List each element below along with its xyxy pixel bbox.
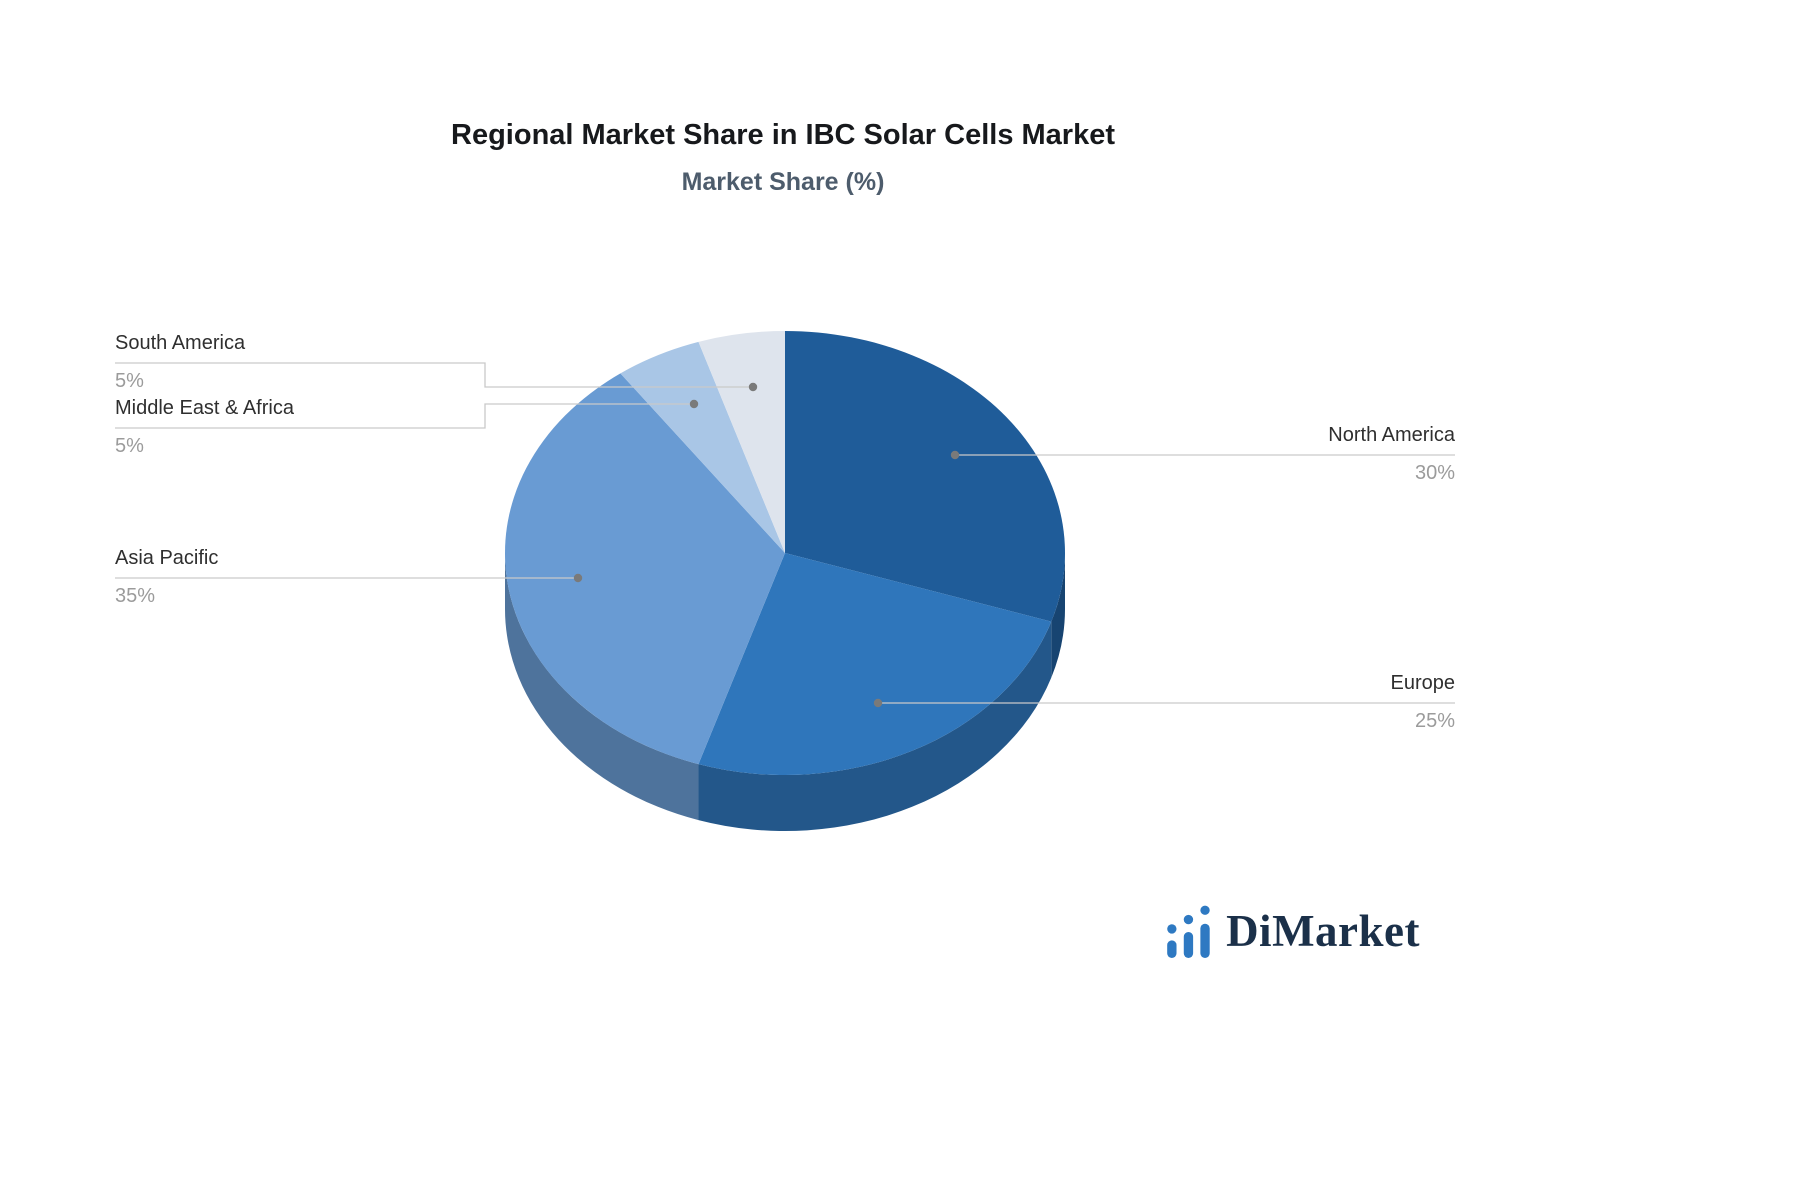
slice-value-middle-east-africa: 5%	[115, 435, 144, 457]
slice-value-asia-pacific: 35%	[115, 585, 156, 607]
pie-slice-middle-east-africa	[620, 341, 785, 553]
connector-middle-east-africa	[115, 403, 694, 429]
connector-dot-asia-pacific	[573, 573, 583, 583]
slice-name-north-america: North America	[1328, 424, 1455, 446]
connector-dot-south-america	[748, 382, 758, 392]
brand-name: DiMarket	[1226, 906, 1420, 956]
pie-slice-asia-pacific	[504, 373, 785, 765]
connector-dot-europe	[873, 698, 883, 708]
pie-slice-side-europe	[698, 621, 1052, 831]
pie-slice-side-north-america	[1051, 553, 1065, 678]
slice-name-asia-pacific: Asia Pacific	[115, 547, 219, 569]
slice-name-middle-east-africa: Middle East & Africa	[115, 397, 294, 419]
pie-slice-north-america	[785, 331, 1065, 622]
slice-name-europe: Europe	[1390, 672, 1456, 694]
pie-slice-side-asia-pacific	[505, 553, 699, 821]
bar-chart-icon	[1167, 905, 1210, 958]
slice-value-europe: 25%	[1414, 710, 1455, 732]
chart-subtitle: Market Share (%)	[681, 168, 885, 196]
connector-south-america	[115, 362, 753, 388]
brand-logo: DiMarket	[1167, 903, 1420, 959]
slice-name-south-america: South America	[115, 332, 246, 354]
slice-value-south-america: 5%	[115, 370, 144, 392]
pie-slice-europe	[698, 553, 1052, 775]
chart-title: Regional Market Share in IBC Solar Cells…	[451, 119, 1115, 151]
slice-value-north-america: 30%	[1414, 462, 1455, 484]
connector-dot-middle-east-africa	[689, 399, 699, 409]
connector-dot-north-america	[950, 450, 960, 460]
